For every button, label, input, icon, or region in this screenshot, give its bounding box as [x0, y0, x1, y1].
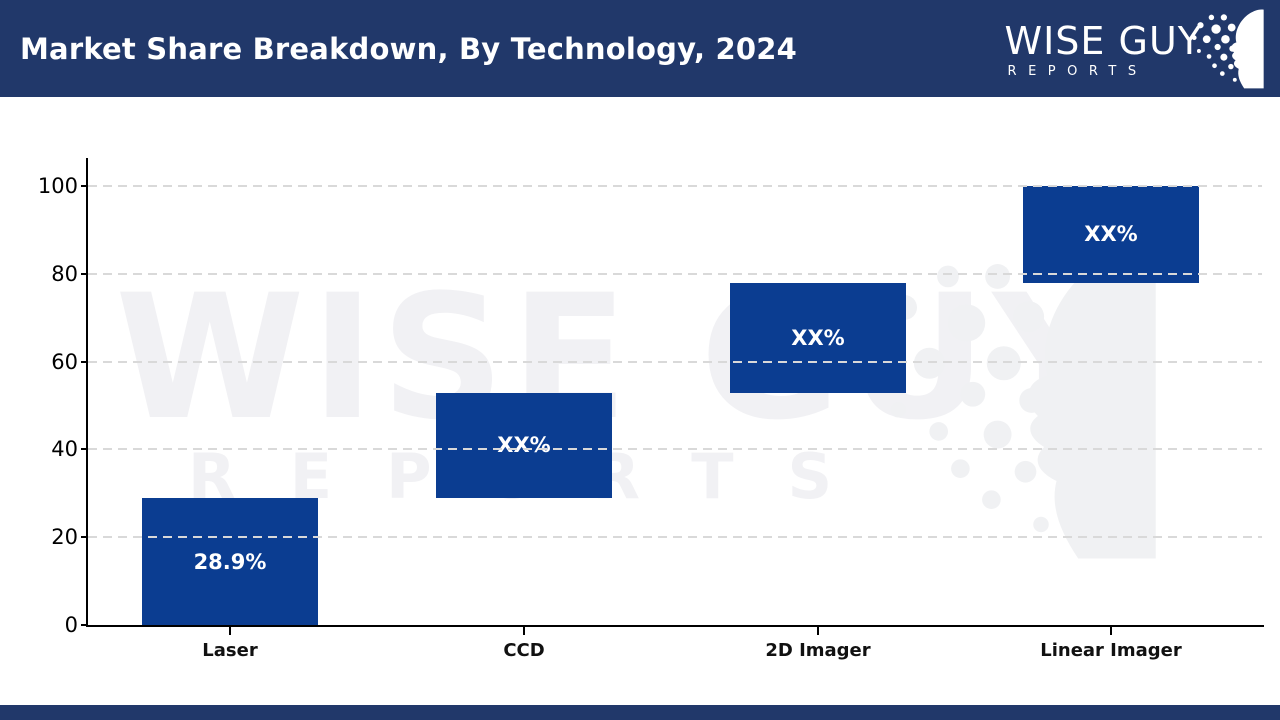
- y-tick-mark: [81, 272, 88, 275]
- y-tick-mark: [81, 448, 88, 451]
- x-axis-label: Laser: [202, 640, 258, 661]
- page-title: Market Share Breakdown, By Technology, 2…: [20, 31, 798, 66]
- gridline: [88, 272, 1262, 275]
- y-tick-label: 0: [64, 613, 78, 637]
- gridline: [88, 536, 1262, 539]
- footer-bar: [0, 705, 1280, 720]
- brand-logo-text: WISE GUY REPORTS: [1005, 22, 1202, 79]
- watermark-head-icon: [855, 222, 1165, 586]
- x-axis-label: Linear Imager: [1040, 640, 1182, 661]
- x-tick-mark: [523, 627, 525, 635]
- bar-ccd: XX%: [436, 392, 612, 499]
- y-tick-mark: [81, 360, 88, 363]
- gridline: [88, 448, 1262, 451]
- x-axis-label: 2D Imager: [765, 640, 871, 661]
- bar-value-label: XX%: [791, 325, 845, 350]
- x-axis-label: CCD: [503, 640, 545, 661]
- gridline: [88, 360, 1262, 363]
- watermark-brand-text: WISE GUY: [115, 257, 1124, 458]
- y-tick-label: 80: [51, 261, 78, 286]
- x-tick-mark: [817, 627, 819, 635]
- y-tick-mark: [81, 536, 88, 539]
- brand-subtitle: REPORTS: [1007, 64, 1148, 79]
- x-tick-mark: [1110, 627, 1112, 635]
- bar-linear-imager: XX%: [1023, 186, 1199, 283]
- y-axis-spine: [86, 158, 88, 626]
- header-bar: Market Share Breakdown, By Technology, 2…: [0, 0, 1280, 97]
- bar-value-label: XX%: [1084, 222, 1138, 247]
- brand-head-icon: [1188, 8, 1266, 94]
- y-tick-mark: [81, 624, 88, 626]
- y-tick-label: 100: [37, 174, 78, 198]
- y-tick-label: 40: [51, 437, 78, 462]
- bar-value-label: XX%: [497, 433, 551, 458]
- y-tick-mark: [81, 185, 88, 187]
- gridline: [88, 185, 1262, 187]
- brand-logo: WISE GUY REPORTS: [1005, 8, 1266, 94]
- brand-name: WISE GUY: [1004, 19, 1202, 63]
- x-axis-spine: [86, 625, 1264, 627]
- bar-value-label: 28.9%: [193, 549, 267, 574]
- bar-2d-imager: XX%: [730, 282, 906, 393]
- y-tick-label: 60: [51, 349, 78, 374]
- bar-laser: 28.9%: [142, 498, 318, 625]
- x-tick-mark: [229, 627, 231, 635]
- y-tick-label: 20: [51, 525, 78, 550]
